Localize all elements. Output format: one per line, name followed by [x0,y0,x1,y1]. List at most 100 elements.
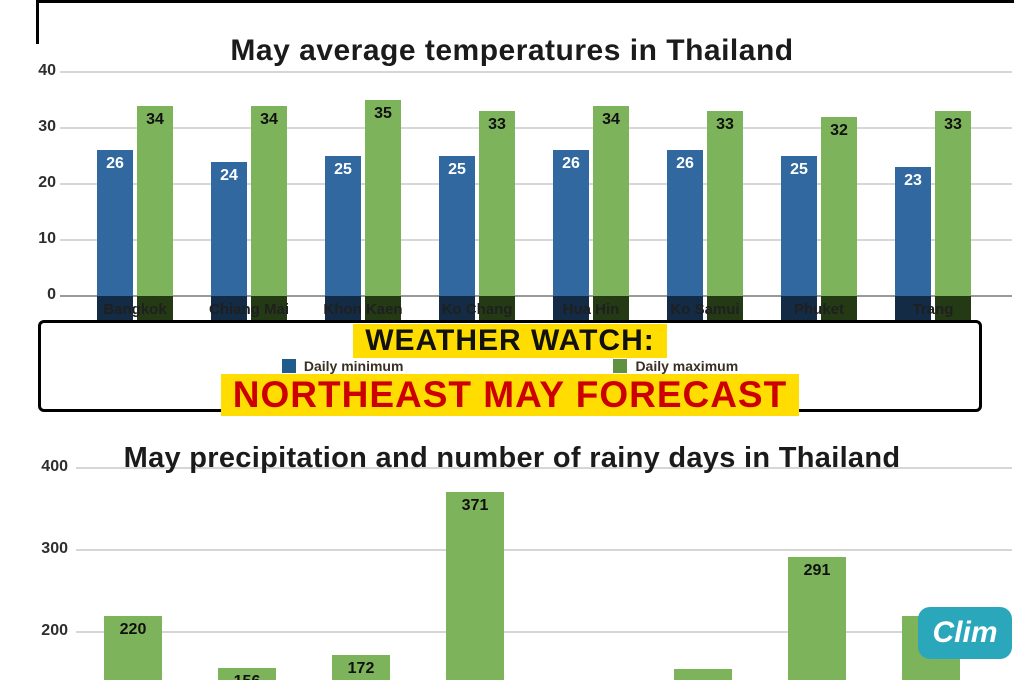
bar-base-shade [479,295,515,320]
temp-y-axis-label-0: 0 [47,286,56,303]
temp-x-axis-label-khon-kaen: Khon Kaen [323,301,403,318]
precip-gridline-200 [76,631,1012,633]
bar-daily-maximum-ko-chang: 33 [479,111,515,320]
bar-base-shade [553,295,589,320]
bar-base-shade [365,296,401,320]
temp-gridline-10 [60,239,1012,241]
bar-value-label: 26 [106,155,124,173]
legend-label: Daily minimum [303,358,404,374]
bar-value-label: 25 [334,161,352,178]
legend-item-daily-maximum: Daily maximum [613,358,738,374]
bar-daily-minimum-phuket: 25 [781,156,817,320]
bar-daily-maximum-phuket: 32 [821,116,857,320]
temperature-chart-title: May average temperatures in Thailand [230,34,794,68]
bar-daily-minimum-bangkok: 26 [97,150,133,320]
bar-value-label: 26 [562,155,580,173]
bar-base-shade [593,295,629,320]
bar-value-label: 33 [488,116,506,134]
temp-x-axis-label-chiang-mai: Chiang Mai [208,301,289,318]
bar-precipitation-phuket: 291 [788,557,846,680]
bar-value-label: 172 [347,659,375,677]
bar-daily-maximum-ko-samui: 33 [707,111,743,320]
legend-swatch-daily-maximum [613,359,628,373]
precip-y-axis-label-200: 200 [41,622,68,639]
precip-gridline-400 [76,467,1012,469]
chart-legend: Daily minimum Daily maximum [281,358,738,374]
bar-base-shade [667,295,703,320]
bar-daily-maximum-chiang-mai: 34 [251,105,287,320]
headline-banner: WEATHER WATCH: Daily minimum Daily maximu… [38,320,982,416]
temp-x-axis-label-bangkok: Bangkok [103,301,167,318]
bar-daily-minimum-chiang-mai: 24 [211,161,247,320]
bar-value-label: 33 [716,116,734,134]
bar-value-label: 26 [676,155,694,173]
precipitation-chart-title: May precipitation and number of rainy da… [123,442,901,475]
watermark-text: Clim [932,616,998,649]
bar-value-label: 220 [119,620,147,638]
bar-value-label: 34 [602,110,620,128]
bar-precipitation-ko-chang: 371 [446,491,504,680]
bar-base-shade [439,296,475,320]
temp-gridline-20 [60,183,1012,185]
bar-base-shade [251,295,287,320]
legend-item-daily-minimum: Daily minimum [281,358,404,374]
bar-precipitation-bangkok: 220 [104,615,162,680]
bar-value-label: 25 [448,161,466,178]
bar-value-label: 34 [260,110,278,128]
temp-y-axis-label-40: 40 [38,62,56,79]
precip-y-axis-label-400: 400 [41,458,68,475]
legend-label: Daily maximum [635,358,739,374]
bar-value-label: 371 [461,496,489,514]
temp-x-axis-label-ko-samui: Ko Samui [670,301,740,318]
bar-daily-maximum-khon-kaen: 35 [365,100,401,320]
temp-gridline-0 [60,295,1012,297]
bar-daily-minimum-trang: 23 [895,167,931,320]
bar-base-shade [707,295,743,320]
bar-daily-maximum-trang: 33 [935,111,971,320]
bar-base-shade [821,295,857,320]
temp-x-axis-label-trang: Trang [912,301,954,318]
bar-daily-maximum-hua-hin: 34 [593,105,629,320]
temp-x-axis-label-phuket: Phuket [793,301,844,318]
bar-value-label: 25 [790,161,808,178]
bar-value-label: 23 [904,172,922,190]
bar-daily-maximum-bangkok: 34 [137,105,173,320]
bar-value-label: 291 [803,562,831,580]
bar-base-shade [325,296,361,320]
bar-value-label: 24 [220,166,238,184]
bar-base-shade [97,295,133,320]
bar-value-label: 35 [374,105,392,122]
bar-daily-minimum-ko-samui: 26 [667,150,703,320]
watermark-badge: Clim [918,607,1012,659]
temp-gridline-30 [60,127,1012,129]
precip-y-axis-label-300: 300 [41,540,68,557]
headline-line1: WEATHER WATCH: [353,324,667,358]
temp-x-axis-label-hua-hin: Hua Hin [562,301,620,318]
bar-value-label: 156 [218,673,276,680]
bar-daily-minimum-hua-hin: 26 [553,150,589,320]
bar-value-label: 34 [146,110,164,128]
bar-base-shade [895,295,931,320]
bar-precipitation-chiang-mai: 156 [218,668,276,680]
top-border-line [36,0,1014,3]
temp-y-axis-label-30: 30 [38,118,56,135]
temp-y-axis-label-20: 20 [38,174,56,191]
bar-base-shade [137,295,173,320]
bar-base-shade [935,295,971,320]
temp-x-axis-label-ko-chang: Ko Chang [441,301,513,318]
precip-gridline-300 [76,549,1012,551]
temp-gridline-40 [60,71,1012,73]
bar-daily-minimum-khon-kaen: 25 [325,156,361,320]
temp-y-axis-label-10: 10 [38,230,56,247]
bar-value-label: 33 [944,116,962,134]
bar-daily-minimum-ko-chang: 25 [439,156,475,320]
legend-swatch-daily-minimum [281,359,296,373]
bar-base-shade [781,296,817,320]
bar-base-shade [211,295,247,320]
left-border-stub [36,0,39,44]
bar-precipitation-khon-kaen: 172 [332,654,390,680]
bar-precipitation-ko-samui [674,668,732,680]
bar-value-label: 32 [830,121,848,139]
headline-line2: NORTHEAST MAY FORECAST [220,374,800,416]
